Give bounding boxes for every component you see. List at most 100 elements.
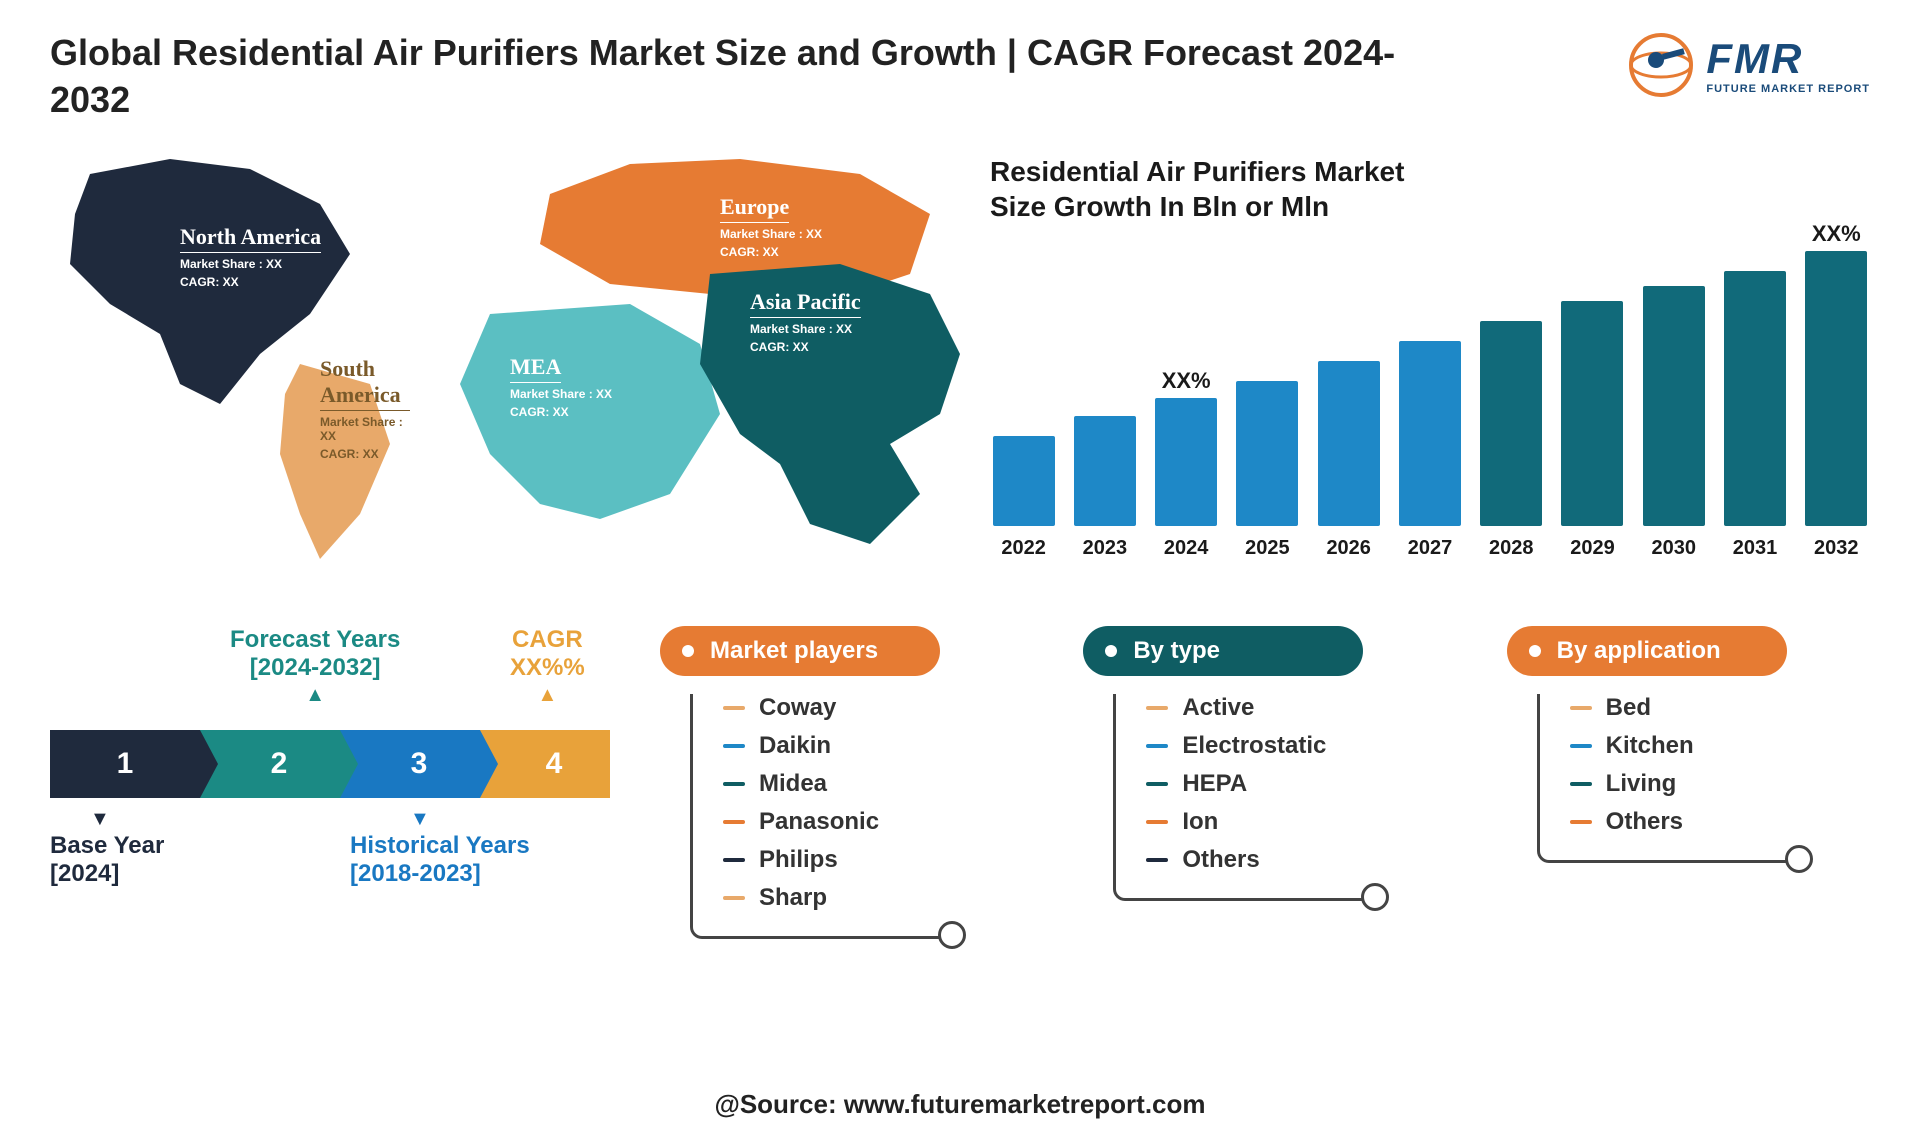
category-pill: Market players	[660, 626, 940, 676]
bar-col: XX%2024	[1153, 398, 1220, 526]
item-bracket: Coway Daikin Midea Panasonic Philips Sharp	[690, 694, 950, 939]
globe-telescope-icon	[1626, 30, 1696, 100]
triangle-down-icon: ▼	[410, 808, 430, 831]
pill-title: Market players	[710, 637, 878, 665]
chart-bar	[1480, 321, 1542, 526]
tick-icon	[723, 782, 745, 786]
cagr-label: CAGR XX%% ▲	[510, 626, 585, 707]
timeline-seg-1: 1	[50, 730, 200, 798]
item-label: Others	[1182, 846, 1259, 874]
bar-col: 2030	[1640, 286, 1707, 526]
historical-label: Historical Years [2018-2023]	[350, 832, 530, 888]
tick-icon	[723, 896, 745, 900]
list-item: Electrostatic	[1146, 732, 1373, 760]
tick-icon	[1570, 744, 1592, 748]
list-item: Others	[1570, 808, 1797, 836]
list-item: Living	[1570, 770, 1797, 798]
item-label: Living	[1606, 770, 1677, 798]
item-label: Sharp	[759, 884, 827, 912]
item-label: Coway	[759, 694, 836, 722]
tick-icon	[1146, 820, 1168, 824]
logo-subtext: FUTURE MARKET REPORT	[1706, 83, 1870, 95]
category-pill: By type	[1083, 626, 1363, 676]
item-bracket: Active Electrostatic HEPA Ion Others	[1113, 694, 1373, 901]
pill-title: By type	[1133, 637, 1220, 665]
bar-annotation: XX%	[1812, 221, 1861, 247]
world-map: North America Market Share : XX CAGR: XX…	[50, 154, 950, 554]
list-item: Ion	[1146, 808, 1373, 836]
base-year-label: Base Year [2024]	[50, 832, 164, 888]
list-item: Panasonic	[723, 808, 950, 836]
category-column: Market players Coway Daikin Midea Panasonic P…	[660, 626, 1023, 939]
item-label: Midea	[759, 770, 827, 798]
list-item: Kitchen	[1570, 732, 1797, 760]
chart-bar	[1399, 341, 1461, 526]
source-text: @Source: www.futuremarketreport.com	[0, 1089, 1920, 1120]
item-bracket: Bed Kitchen Living Others	[1537, 694, 1797, 863]
fmr-logo: FMR FUTURE MARKET REPORT	[1626, 30, 1870, 100]
bar-x-label: 2024	[1164, 537, 1209, 560]
south-america-shape	[260, 364, 410, 564]
logo-text: FMR	[1706, 35, 1870, 83]
item-label: Active	[1182, 694, 1254, 722]
category-column: By type Active Electrostatic HEPA Ion Others	[1083, 626, 1446, 939]
item-label: Daikin	[759, 732, 831, 760]
chart-bar	[1155, 398, 1217, 526]
item-label: Bed	[1606, 694, 1651, 722]
bullet-icon	[1105, 645, 1117, 657]
pill-title: By application	[1557, 637, 1721, 665]
list-item: Active	[1146, 694, 1373, 722]
timeline-seg-4: 4	[480, 730, 610, 798]
chart-bar	[1236, 381, 1298, 526]
list-item: Others	[1146, 846, 1373, 874]
chart-bar	[1561, 301, 1623, 526]
timeline: Forecast Years [2024-2032] ▲ CAGR XX%% ▲…	[50, 626, 610, 808]
item-label: Panasonic	[759, 808, 879, 836]
bar-x-label: 2032	[1814, 537, 1859, 560]
bar-annotation: XX%	[1162, 368, 1211, 394]
bar-x-label: 2025	[1245, 537, 1290, 560]
chart-bar	[1643, 286, 1705, 526]
bar-col: 2026	[1315, 361, 1382, 526]
bar-x-label: 2023	[1083, 537, 1128, 560]
bar-col: 2023	[1071, 416, 1138, 526]
timeline-seg-2: 2	[200, 730, 340, 798]
tick-icon	[1146, 706, 1168, 710]
item-label: Kitchen	[1606, 732, 1694, 760]
list-item: Philips	[723, 846, 950, 874]
list-item: Bed	[1570, 694, 1797, 722]
bar-col: XX%2032	[1803, 251, 1870, 526]
chart-title: Residential Air Purifiers Market Size Gr…	[990, 154, 1410, 224]
list-item: Midea	[723, 770, 950, 798]
growth-bar-chart: Residential Air Purifiers Market Size Gr…	[990, 154, 1870, 566]
forecast-label: Forecast Years [2024-2032] ▲	[230, 626, 400, 707]
bullet-icon	[1529, 645, 1541, 657]
list-item: Daikin	[723, 732, 950, 760]
category-pill: By application	[1507, 626, 1787, 676]
tick-icon	[1146, 858, 1168, 862]
timeline-seg-3: 3	[340, 730, 480, 798]
tick-icon	[1570, 706, 1592, 710]
list-item: Sharp	[723, 884, 950, 912]
chart-bar	[1074, 416, 1136, 526]
list-item: Coway	[723, 694, 950, 722]
triangle-down-icon: ▼	[90, 808, 110, 831]
item-label: Philips	[759, 846, 838, 874]
bar-x-label: 2027	[1408, 537, 1453, 560]
triangle-up-icon: ▲	[510, 684, 585, 707]
bar-x-label: 2030	[1652, 537, 1697, 560]
item-label: Ion	[1182, 808, 1218, 836]
item-label: HEPA	[1182, 770, 1247, 798]
tick-icon	[723, 744, 745, 748]
asia-pacific-shape	[690, 264, 970, 554]
bar-col: 2027	[1396, 341, 1463, 526]
tick-icon	[723, 858, 745, 862]
tick-icon	[723, 820, 745, 824]
bar-col: 2022	[990, 436, 1057, 526]
tick-icon	[1146, 744, 1168, 748]
bar-x-label: 2028	[1489, 537, 1534, 560]
chart-bar	[1724, 271, 1786, 526]
item-label: Electrostatic	[1182, 732, 1326, 760]
chart-bar	[1318, 361, 1380, 526]
bar-col: 2029	[1559, 301, 1626, 526]
